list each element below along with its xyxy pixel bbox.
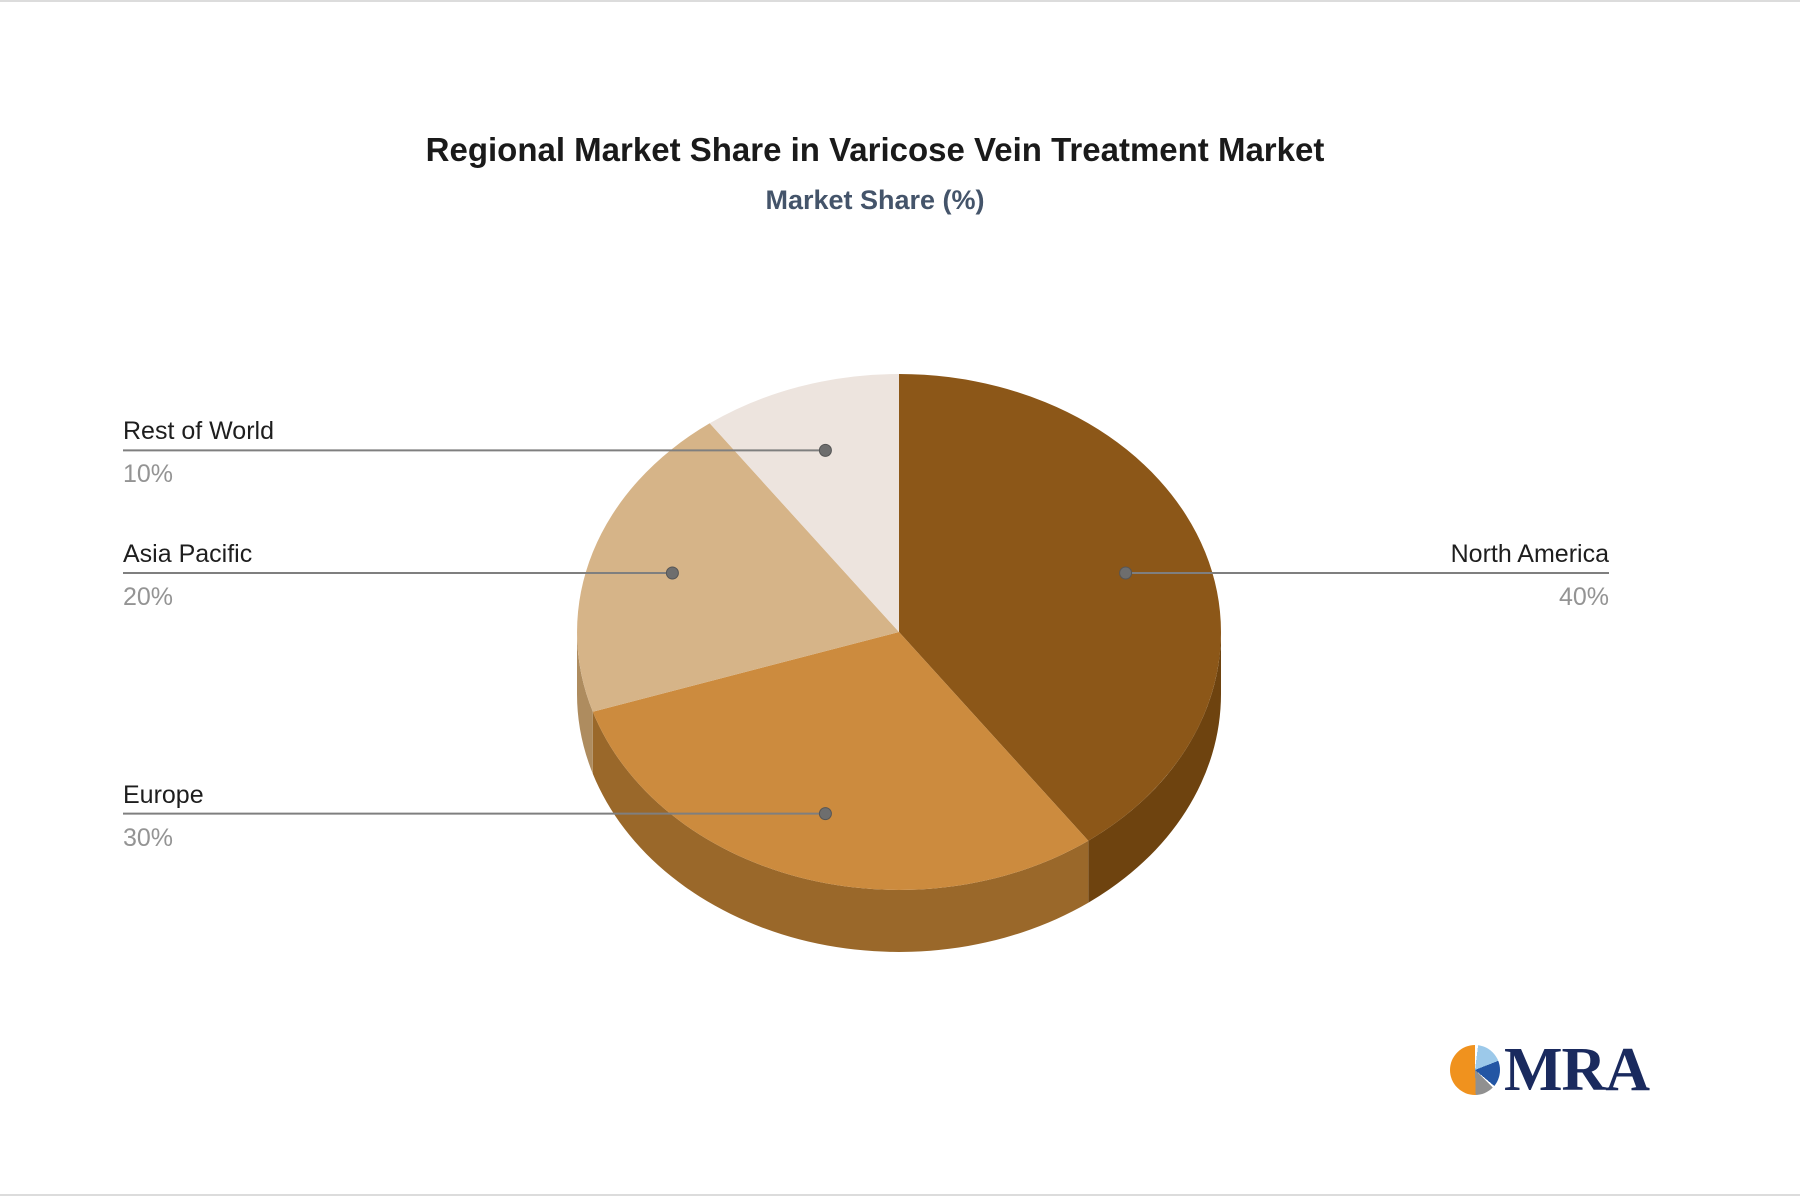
pie-slice-europe [592, 632, 1089, 890]
chart-subtitle: Market Share (%) [765, 185, 985, 215]
page-border-bottom [0, 1194, 1800, 1196]
mra-logo-text: MRA [1504, 1036, 1650, 1104]
pie-3d-sides [577, 632, 1221, 952]
pie-slice-north-america [899, 374, 1221, 841]
pie-slice-side-north-america [1088, 632, 1221, 903]
chart-title: Regional Market Share in Varicose Vein T… [425, 131, 1325, 168]
leader-dot [1119, 566, 1133, 580]
pie-slices [577, 374, 1221, 890]
pie-slice-side-asia-pacific [577, 632, 593, 774]
pie-slice-rest-of-world [709, 374, 899, 632]
mra-logo: MRA [1450, 1036, 1650, 1104]
pie-slice-asia-pacific [577, 423, 899, 712]
leader-dot [665, 566, 679, 580]
slice-percent: 20% [123, 583, 174, 611]
page-border-top [0, 0, 1800, 2]
leader-lines [123, 443, 1609, 821]
mra-logo-pie-icon [1450, 1045, 1500, 1095]
slice-percent: 40% [1558, 583, 1609, 611]
leader-dot [818, 807, 832, 821]
slice-percent: 10% [123, 460, 174, 489]
pie-slice-side-europe [592, 711, 1089, 952]
slice-label: Europe [123, 780, 204, 809]
slice-label: Rest of World [123, 417, 274, 446]
slice-label: North America [1450, 540, 1609, 568]
leader-dot [818, 443, 832, 457]
chart-header: Regional Market Share in Varicose Vein T… [426, 0, 1325, 216]
slice-label: Asia Pacific [123, 540, 253, 568]
slice-percent: 30% [123, 823, 174, 852]
